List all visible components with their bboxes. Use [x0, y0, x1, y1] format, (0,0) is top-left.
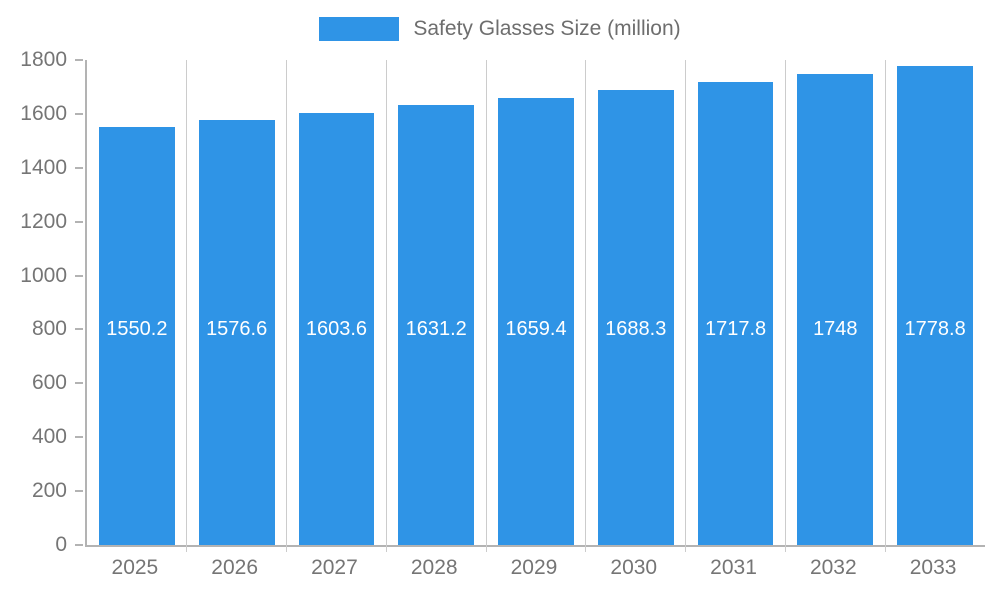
bar-value-label: 1576.6 — [206, 318, 268, 341]
bar — [897, 65, 973, 545]
x-axis-label: 2029 — [510, 556, 558, 579]
x-axis-label: 2032 — [809, 556, 857, 579]
bar-value-label: 1631.2 — [405, 318, 467, 341]
y-axis-label: 1400 — [20, 155, 67, 179]
bar-slot: 1659.4 — [486, 60, 586, 545]
bar-value-label: 1717.8 — [704, 318, 767, 341]
gridline — [585, 60, 587, 552]
bar-slot: 1631.2 — [386, 60, 486, 545]
bar-slot: 1576.6 — [187, 60, 287, 545]
y-axis-label: 1800 — [20, 48, 67, 71]
bar — [597, 90, 674, 545]
bar-slot: 1717.8 — [686, 60, 786, 545]
gridline — [286, 60, 288, 552]
bar-slot: 1603.6 — [287, 60, 387, 545]
x-axis-label: 2027 — [311, 556, 358, 579]
x-axis-label: 2025 — [111, 556, 159, 579]
y-axis-label: 600 — [31, 371, 67, 395]
bar-slot: 1748 — [785, 60, 885, 545]
x-axis-label: 2033 — [909, 556, 957, 579]
y-tick — [75, 544, 83, 546]
plot-area: 1550.2 1576.6 1603.6 1631.2 1659.4 1688.3 1717… — [85, 60, 985, 552]
legend-label: Safety Glasses Size (million) — [413, 17, 681, 40]
gridline — [186, 60, 188, 552]
x-axis-label: 2026 — [211, 556, 258, 579]
gridline — [385, 60, 387, 552]
y-tick — [75, 382, 83, 385]
gridline — [884, 60, 886, 552]
bar — [697, 82, 774, 545]
y-axis-label: 0 — [55, 533, 67, 556]
gridline — [784, 60, 786, 552]
bar-value-label: 1748 — [813, 318, 858, 341]
y-tick — [75, 112, 83, 115]
gridline — [485, 60, 487, 552]
bar-value-label: 1550.2 — [106, 318, 168, 341]
x-axis-label: 2028 — [410, 556, 458, 579]
y-axis-label: 200 — [31, 479, 67, 503]
legend-swatch — [319, 17, 400, 41]
y-axis: 0 200 400 600 800 1000 1200 1400 1600 1800 — [0, 48, 85, 556]
x-axis-label: 2030 — [610, 556, 658, 579]
bar-value-label: 1778.8 — [904, 318, 966, 341]
bar-slot: 1778.8 — [885, 60, 985, 545]
y-tick — [75, 220, 83, 223]
bar-slot: 1550.2 — [87, 60, 187, 545]
bar-value-label: 1659.4 — [505, 318, 567, 341]
bar — [298, 112, 375, 545]
y-axis-label: 800 — [31, 317, 67, 341]
y-tick — [75, 274, 83, 277]
y-tick — [75, 328, 83, 331]
bar — [797, 74, 874, 545]
y-tick — [75, 490, 83, 493]
y-tick — [75, 166, 83, 169]
y-axis-label: 400 — [31, 425, 67, 449]
bar — [498, 97, 574, 545]
bar — [98, 127, 175, 545]
bar — [198, 120, 275, 545]
y-tick — [75, 59, 83, 61]
bar — [398, 105, 475, 545]
y-axis-label: 1600 — [20, 101, 67, 125]
gridline — [685, 60, 687, 552]
legend: Safety Glasses Size (million) — [0, 14, 1000, 44]
y-axis-label: 1200 — [20, 209, 67, 233]
bar-slot: 1688.3 — [586, 60, 686, 545]
x-axis: 2025 2026 2027 2028 2029 2030 2031 2032 2033 — [85, 552, 983, 586]
bar-value-label: 1603.6 — [305, 318, 368, 341]
x-axis-label: 2031 — [710, 556, 757, 579]
y-tick — [75, 436, 83, 439]
y-axis-label: 1000 — [20, 263, 67, 287]
bar-value-label: 1688.3 — [605, 318, 667, 341]
